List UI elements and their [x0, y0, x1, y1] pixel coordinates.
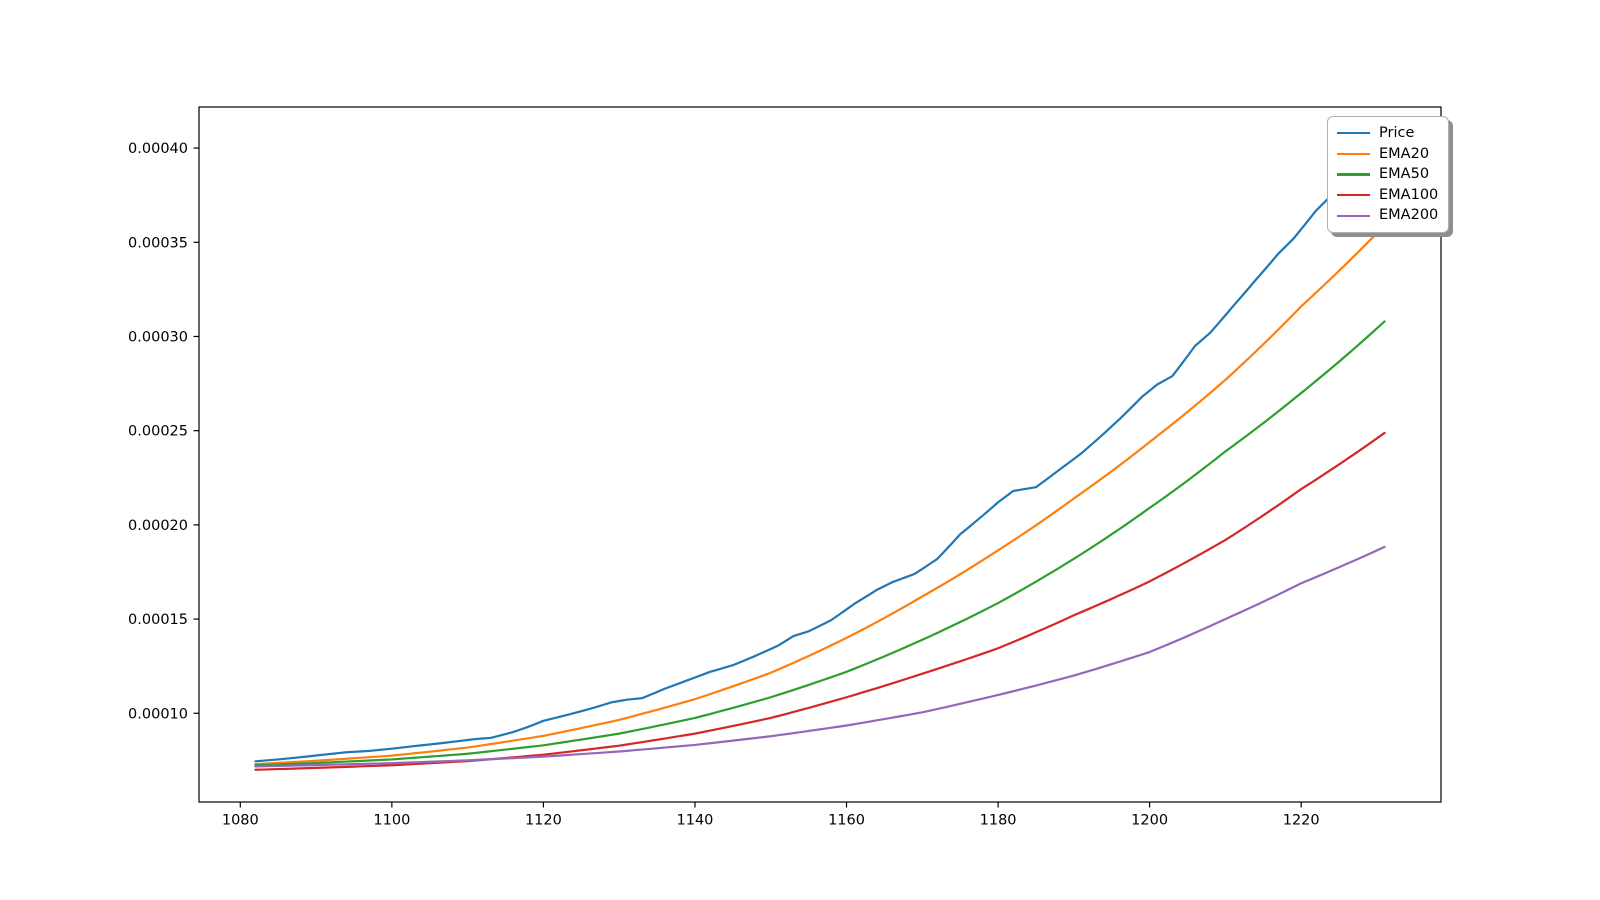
y-tick-label: 0.00015: [128, 612, 188, 628]
y-tick-label: 0.00030: [128, 330, 188, 346]
x-tick-label: 1140: [677, 813, 714, 829]
x-tick-label: 1180: [980, 813, 1017, 829]
y-tick-label: 0.00010: [128, 706, 188, 722]
legend-label: Price: [1379, 125, 1415, 142]
y-tick-label: 0.00035: [128, 235, 188, 251]
series-line-ema100: [254, 431, 1386, 771]
legend-line-sample: [1337, 132, 1370, 135]
legend-item-ema100: EMA100: [1337, 185, 1438, 206]
legend-line-sample: [1337, 152, 1370, 156]
legend-item-price: Price: [1337, 123, 1438, 144]
legend-item-ema50: EMA50: [1337, 164, 1438, 185]
legend-label: EMA100: [1379, 186, 1439, 203]
x-tick-label: 1080: [222, 813, 259, 829]
legend-label: EMA50: [1379, 166, 1430, 183]
series-line-ema50: [254, 320, 1386, 767]
axes-frame: [198, 106, 1442, 803]
x-tick-label: 1120: [525, 813, 562, 829]
legend-item-ema200: EMA200: [1337, 205, 1438, 226]
x-tick-label: 1100: [373, 813, 410, 829]
legend-line-sample: [1337, 193, 1370, 197]
series-line-ema20: [254, 224, 1386, 766]
legend: Price EMA20 EMA50 EMA100 EMA200: [1327, 116, 1450, 233]
y-tick-label: 0.00025: [128, 424, 188, 440]
x-tick-label: 1220: [1283, 813, 1320, 829]
legend-label: EMA200: [1379, 207, 1439, 224]
x-tick-label: 1160: [828, 813, 865, 829]
legend-line-sample: [1337, 173, 1370, 176]
legend-label: EMA20: [1379, 145, 1430, 162]
x-tick-label: 1200: [1131, 813, 1168, 829]
series-line-ema200: [254, 545, 1386, 768]
legend-line-sample: [1337, 214, 1370, 217]
y-tick-label: 0.00020: [128, 518, 188, 534]
series-line-price: [254, 137, 1386, 763]
legend-item-ema20: EMA20: [1337, 144, 1438, 165]
y-tick-label: 0.00040: [128, 141, 188, 157]
